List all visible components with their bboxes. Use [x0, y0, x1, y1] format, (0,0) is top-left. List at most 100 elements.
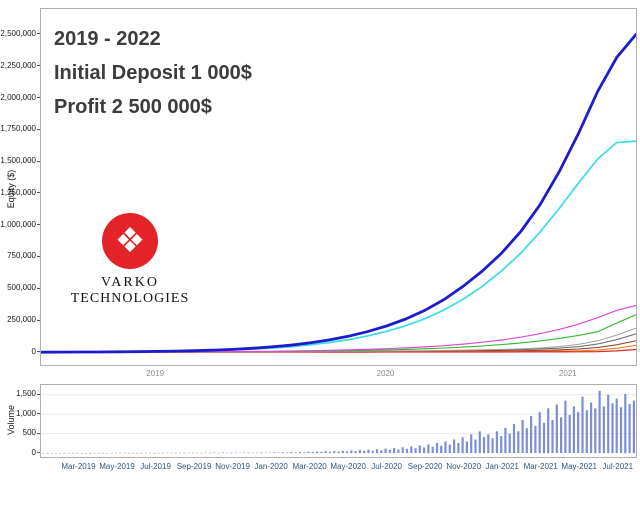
volume-ytick-mark: [37, 452, 40, 454]
volume-bar: [530, 416, 533, 454]
volume-bar: [238, 452, 242, 454]
varko-logo-mark: ❖: [102, 213, 158, 269]
x-axis-label: May-2021: [561, 462, 598, 471]
volume-bar: [517, 431, 520, 454]
logo-brand-name: VARKO: [101, 275, 159, 290]
volume-bar: [418, 445, 421, 454]
volume-bar: [371, 450, 374, 454]
x-axis-label: Jul-2021: [602, 462, 634, 471]
volume-bar: [405, 448, 409, 454]
volume-ytick-mark: [37, 413, 40, 415]
equity-series-line-gray-dark: [40, 333, 637, 353]
volume-bar: [602, 406, 605, 454]
equity-series-line-green: [40, 314, 637, 353]
volume-bar: [127, 453, 130, 454]
volume-bar: [568, 415, 571, 454]
volume-chart-panel: [40, 384, 637, 458]
volume-bar: [264, 452, 267, 454]
volume-bar: [410, 446, 413, 454]
volume-bar: [363, 450, 366, 454]
volume-bar: [226, 452, 229, 454]
volume-bar: [375, 449, 379, 454]
volume-bar: [136, 452, 139, 454]
volume-bar: [311, 452, 314, 454]
volume-bar: [294, 452, 297, 454]
volume-bar: [153, 452, 156, 454]
volume-bar: [303, 452, 306, 454]
annotation-profit: Profit 2 500 000$: [54, 96, 212, 118]
equity-ytick-label: 1,750,000: [0, 124, 36, 134]
x-axis-label: Mar-2019: [61, 462, 96, 471]
equity-chart-panel: [39, 8, 638, 366]
x-axis-label: Jul-2019: [140, 462, 171, 471]
equity-ytick-label: 1,250,000: [0, 187, 36, 197]
volume-bar: [508, 433, 511, 454]
volume-bar: [521, 420, 524, 454]
volume-bar: [106, 453, 109, 454]
volume-bar: [42, 453, 45, 454]
volume-bar: [585, 410, 588, 454]
volume-bar: [615, 398, 618, 454]
volume-bar: [93, 452, 96, 454]
varko-logo: ❖ VARKO TECHNOLOGIES: [55, 213, 205, 307]
volume-bar: [346, 451, 349, 454]
volume-bar: [307, 451, 310, 454]
volume-bar: [465, 441, 468, 454]
volume-bar: [423, 447, 426, 454]
volume-bar: [72, 452, 75, 454]
equity-ytick-mark: [37, 319, 40, 321]
x-axis-label: May-2019: [99, 462, 135, 471]
volume-bar: [384, 448, 387, 454]
volume-bar: [457, 443, 460, 454]
equity-chart-canvas: [39, 32, 638, 354]
volume-bar: [243, 452, 246, 454]
volume-bar: [474, 439, 477, 454]
volume-bar: [260, 452, 263, 454]
volume-bar: [268, 452, 272, 454]
equity-ytick-label: 1,500,000: [0, 156, 36, 166]
volume-bar: [273, 452, 276, 454]
volume-bar: [512, 423, 516, 454]
volume-bar: [149, 452, 152, 454]
volume-bar: [478, 431, 481, 454]
volume-bar: [594, 408, 597, 454]
volume-bar: [491, 438, 494, 454]
volume-bar: [328, 451, 331, 454]
x-axis-label: Mar-2021: [523, 462, 558, 471]
volume-ytick-label: 1,000: [15, 408, 36, 418]
volume-bar: [247, 452, 250, 454]
volume-bar: [298, 451, 302, 454]
volume-bar: [196, 452, 199, 454]
volume-bar: [525, 428, 528, 454]
volume-bar: [234, 452, 237, 454]
volume-ytick-label: 0: [31, 447, 36, 457]
volume-ytick-mark: [37, 432, 40, 434]
volume-bar: [89, 453, 92, 454]
volume-bar: [221, 452, 224, 454]
volume-bar: [388, 449, 391, 454]
volume-chart-canvas: [41, 390, 636, 454]
volume-bar: [358, 450, 361, 454]
volume-bar: [204, 452, 207, 454]
volume-bar: [286, 452, 289, 454]
volume-bar: [448, 444, 451, 454]
x-year-label: 2021: [558, 369, 577, 378]
x-year-label: 2019: [146, 369, 165, 378]
volume-bar: [337, 451, 340, 454]
volume-bar: [564, 400, 567, 454]
x-axis-label: Nov-2020: [446, 462, 482, 471]
volume-bar: [119, 452, 122, 454]
x-axis-label: Sep-2019: [176, 462, 212, 471]
volume-bar: [140, 452, 143, 454]
x-axis-label: May-2020: [330, 462, 366, 471]
volume-bar: [619, 407, 623, 454]
volume-bar: [333, 451, 336, 454]
volume-bar: [320, 451, 323, 454]
volume-bar: [114, 452, 117, 454]
equity-ytick-label: 2,250,000: [0, 60, 36, 70]
equity-ytick-mark: [37, 160, 40, 162]
volume-bar: [551, 420, 554, 454]
volume-bar: [46, 452, 49, 454]
volume-bar: [572, 406, 575, 454]
equity-ytick-mark: [37, 65, 40, 67]
